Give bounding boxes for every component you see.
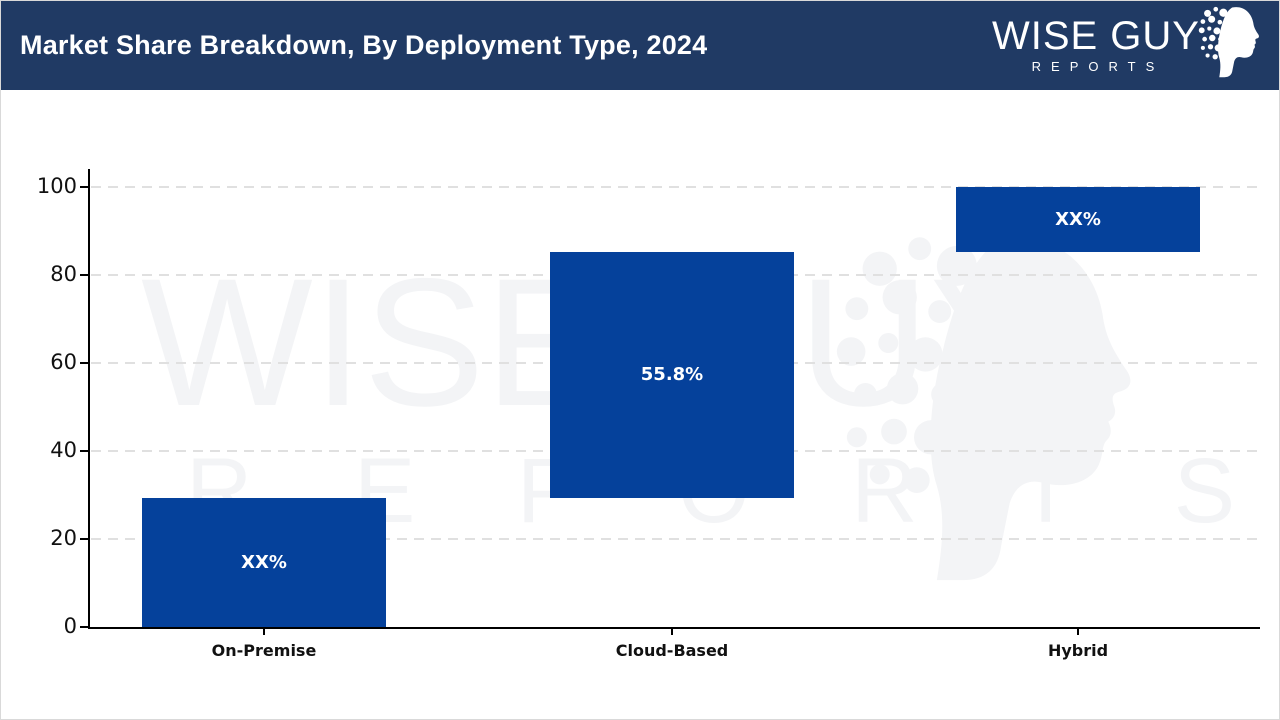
- y-tick-label: 0: [63, 614, 77, 638]
- y-gridline: [91, 186, 1259, 188]
- brand-subtitle: REPORTS: [1031, 59, 1165, 74]
- brand-logo: WISE GUY REPORTS: [992, 4, 1268, 86]
- wiseguy-face-icon: [1198, 6, 1259, 78]
- y-tick-mark: [80, 362, 89, 364]
- watermark-face-icon: [836, 237, 1131, 581]
- x-tick-mark: [1077, 628, 1079, 635]
- y-tick-mark: [80, 186, 89, 188]
- bar-value-label: XX%: [241, 551, 287, 573]
- bar: XX%: [142, 497, 386, 627]
- x-tick-mark: [671, 628, 673, 635]
- y-tick-label: 80: [50, 262, 77, 286]
- y-tick-mark: [80, 274, 89, 276]
- header: Market Share Breakdown, By Deployment Ty…: [1, 1, 1279, 90]
- y-tick-label: 20: [50, 526, 77, 550]
- chart-title: Market Share Breakdown, By Deployment Ty…: [20, 29, 708, 60]
- brand-logo-text: WISE GUY REPORTS: [992, 16, 1200, 74]
- y-gridline: [91, 538, 1259, 540]
- brand-name: WISE GUY: [991, 14, 1200, 58]
- x-category-label: Cloud-Based: [615, 641, 729, 660]
- bar: XX%: [956, 187, 1200, 253]
- y-tick-label: 100: [36, 174, 77, 198]
- y-tick-mark: [80, 450, 89, 452]
- y-axis-line: [88, 169, 90, 629]
- y-tick-label: 40: [50, 438, 77, 462]
- x-tick-mark: [263, 628, 265, 635]
- x-category-label: On-Premise: [211, 641, 317, 660]
- y-tick-mark: [80, 538, 89, 540]
- bar: 55.8%: [550, 252, 794, 498]
- x-category-label: Hybrid: [1047, 641, 1109, 660]
- x-axis-line: [88, 627, 1260, 629]
- bar-value-label: 55.8%: [640, 364, 704, 386]
- bar-value-label: XX%: [1055, 209, 1101, 231]
- y-tick-mark: [80, 626, 89, 628]
- y-tick-label: 60: [50, 350, 77, 374]
